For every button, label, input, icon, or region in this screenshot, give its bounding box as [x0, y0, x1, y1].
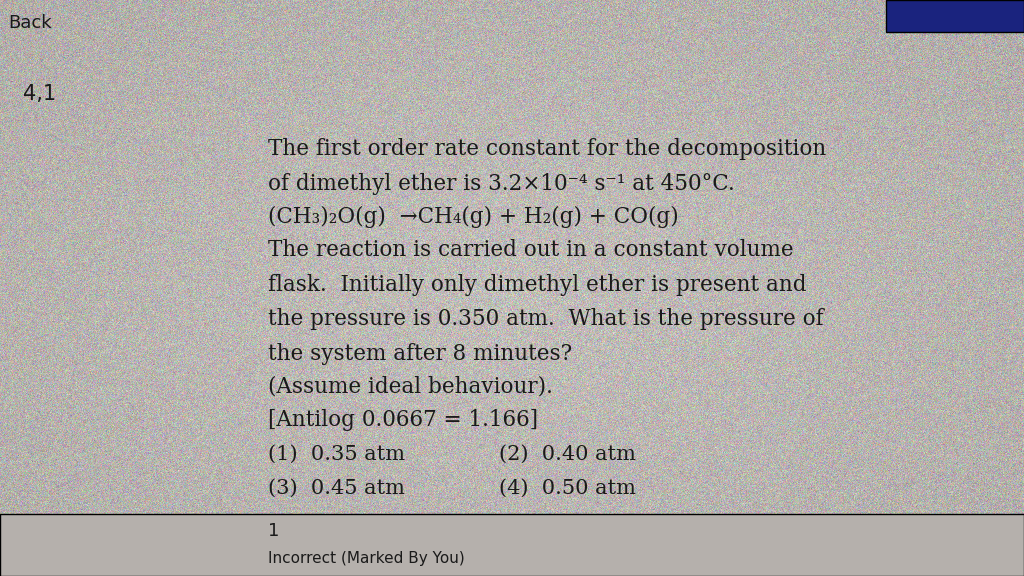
Text: The first order rate constant for the decomposition: The first order rate constant for the de…: [268, 138, 826, 160]
FancyBboxPatch shape: [886, 0, 1024, 32]
Text: (2)  0.40 atm: (2) 0.40 atm: [499, 445, 636, 464]
FancyBboxPatch shape: [0, 514, 1024, 576]
Text: the pressure is 0.350 atm.  What is the pressure of: the pressure is 0.350 atm. What is the p…: [268, 308, 824, 330]
Text: Incorrect (Marked By You): Incorrect (Marked By You): [268, 551, 465, 566]
Text: (1)  0.35 atm: (1) 0.35 atm: [268, 445, 406, 464]
Text: flask.  Initially only dimethyl ether is present and: flask. Initially only dimethyl ether is …: [268, 274, 807, 295]
Text: (4)  0.50 atm: (4) 0.50 atm: [499, 479, 636, 498]
Text: 4,1: 4,1: [23, 84, 55, 104]
Text: (CH₃)₂O(g)  →CH₄(g) + H₂(g) + CO(g): (CH₃)₂O(g) →CH₄(g) + H₂(g) + CO(g): [268, 206, 679, 228]
Text: of dimethyl ether is 3.2×10⁻⁴ s⁻¹ at 450°C.: of dimethyl ether is 3.2×10⁻⁴ s⁻¹ at 450…: [268, 173, 735, 195]
Text: [Antilog 0.0667 = 1.166]: [Antilog 0.0667 = 1.166]: [268, 409, 539, 431]
Text: The reaction is carried out in a constant volume: The reaction is carried out in a constan…: [268, 239, 794, 261]
Text: (3)  0.45 atm: (3) 0.45 atm: [268, 479, 406, 498]
Text: Back: Back: [8, 14, 52, 32]
Text: the system after 8 minutes?: the system after 8 minutes?: [268, 343, 572, 365]
Text: 1: 1: [268, 522, 280, 540]
Text: (Assume ideal behaviour).: (Assume ideal behaviour).: [268, 376, 553, 397]
